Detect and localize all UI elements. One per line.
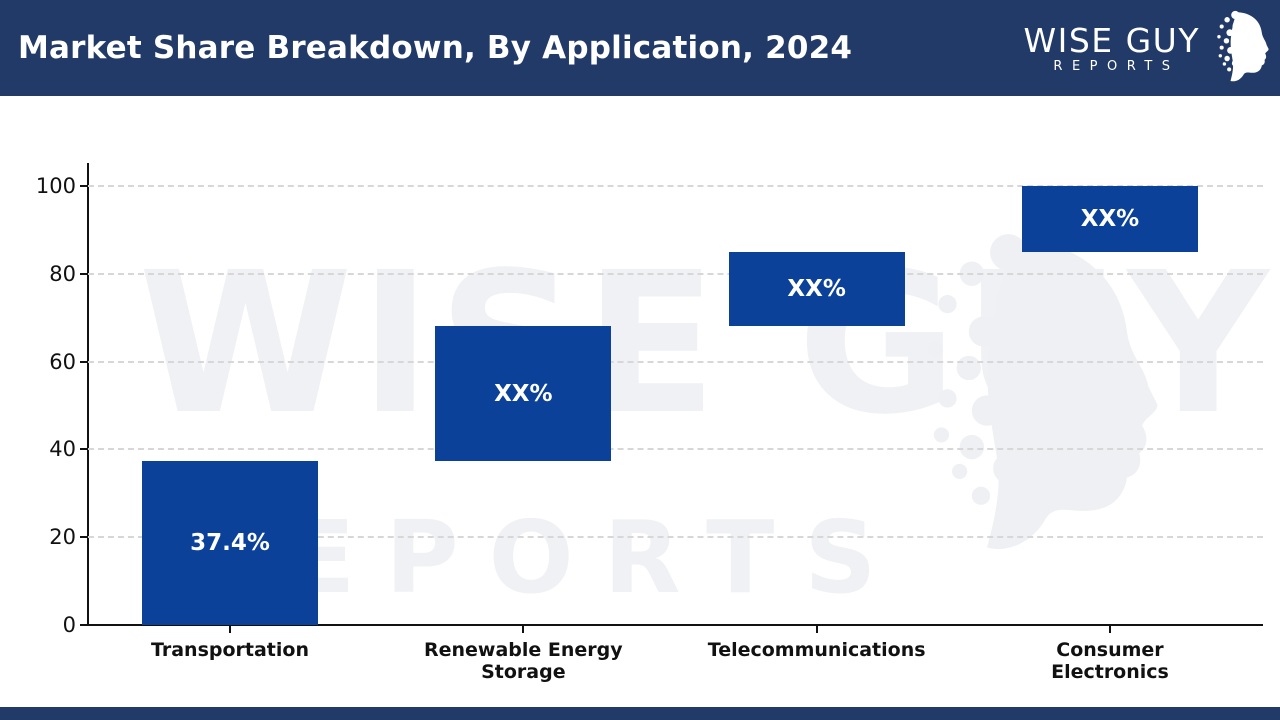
bar-value-label: XX%: [1080, 205, 1140, 232]
bar-value-label: XX%: [494, 380, 553, 407]
bar-segment: XX%: [435, 326, 612, 461]
y-tick-label: 80: [49, 261, 76, 286]
bar-value-label: XX%: [787, 276, 846, 303]
grid-line: [88, 360, 1263, 363]
brand-head-icon: [1217, 10, 1269, 82]
x-tick-mark: [815, 626, 818, 633]
brand-subname: REPORTS: [1053, 58, 1180, 74]
brand-name: WISE GUY: [1023, 20, 1200, 60]
brand-logo: WISE GUY REPORTS: [1023, 4, 1272, 94]
bar-value-label: 37.4%: [190, 529, 270, 556]
grid-line: [88, 536, 1263, 539]
x-category-label-line: Consumer: [1056, 639, 1164, 661]
header: Market Share Breakdown, By Application, …: [0, 0, 1280, 96]
y-tick-mark: [80, 360, 87, 363]
y-tick-mark: [80, 624, 87, 626]
y-tick-label: 100: [35, 174, 76, 198]
brand-logo-text: WISE GUY REPORTS: [1023, 20, 1200, 74]
y-axis-line: [87, 163, 89, 626]
y-tick-mark: [80, 536, 87, 539]
y-tick-mark: [80, 448, 87, 451]
x-category-label-line: Telecommunications: [707, 639, 926, 661]
grid-line: [88, 272, 1263, 275]
bar-segment: XX%: [728, 251, 905, 327]
y-tick-label: 20: [49, 525, 76, 550]
x-category-label-line: Renewable Energy: [423, 639, 623, 661]
x-category-label: Consumer Electronics: [970, 639, 1250, 683]
x-tick-mark: [522, 626, 525, 633]
x-category-label: Renewable Energy Storage: [383, 639, 663, 683]
y-tick-mark: [80, 272, 87, 275]
x-category-label-line: Electronics: [1051, 661, 1169, 683]
bar-segment: XX%: [1021, 186, 1198, 252]
y-tick-mark: [80, 185, 87, 187]
grid-line: [88, 185, 1263, 187]
x-axis-line: [87, 624, 1263, 626]
x-category-label-line: Storage: [481, 661, 566, 683]
grid-line: [88, 448, 1263, 451]
y-tick-label: 0: [62, 613, 76, 637]
x-tick-mark: [1108, 626, 1111, 633]
y-tick-label: 60: [49, 349, 76, 374]
x-category-label: Transportation: [90, 639, 370, 661]
x-tick-mark: [229, 626, 231, 633]
x-category-label: Telecommunications: [677, 639, 957, 661]
x-category-label-line: Transportation: [150, 639, 309, 661]
footer-bar: [0, 707, 1280, 720]
y-tick-label: 40: [49, 437, 76, 462]
page-title: Market Share Breakdown, By Application, …: [18, 30, 853, 66]
bar-segment: 37.4%: [142, 460, 318, 625]
